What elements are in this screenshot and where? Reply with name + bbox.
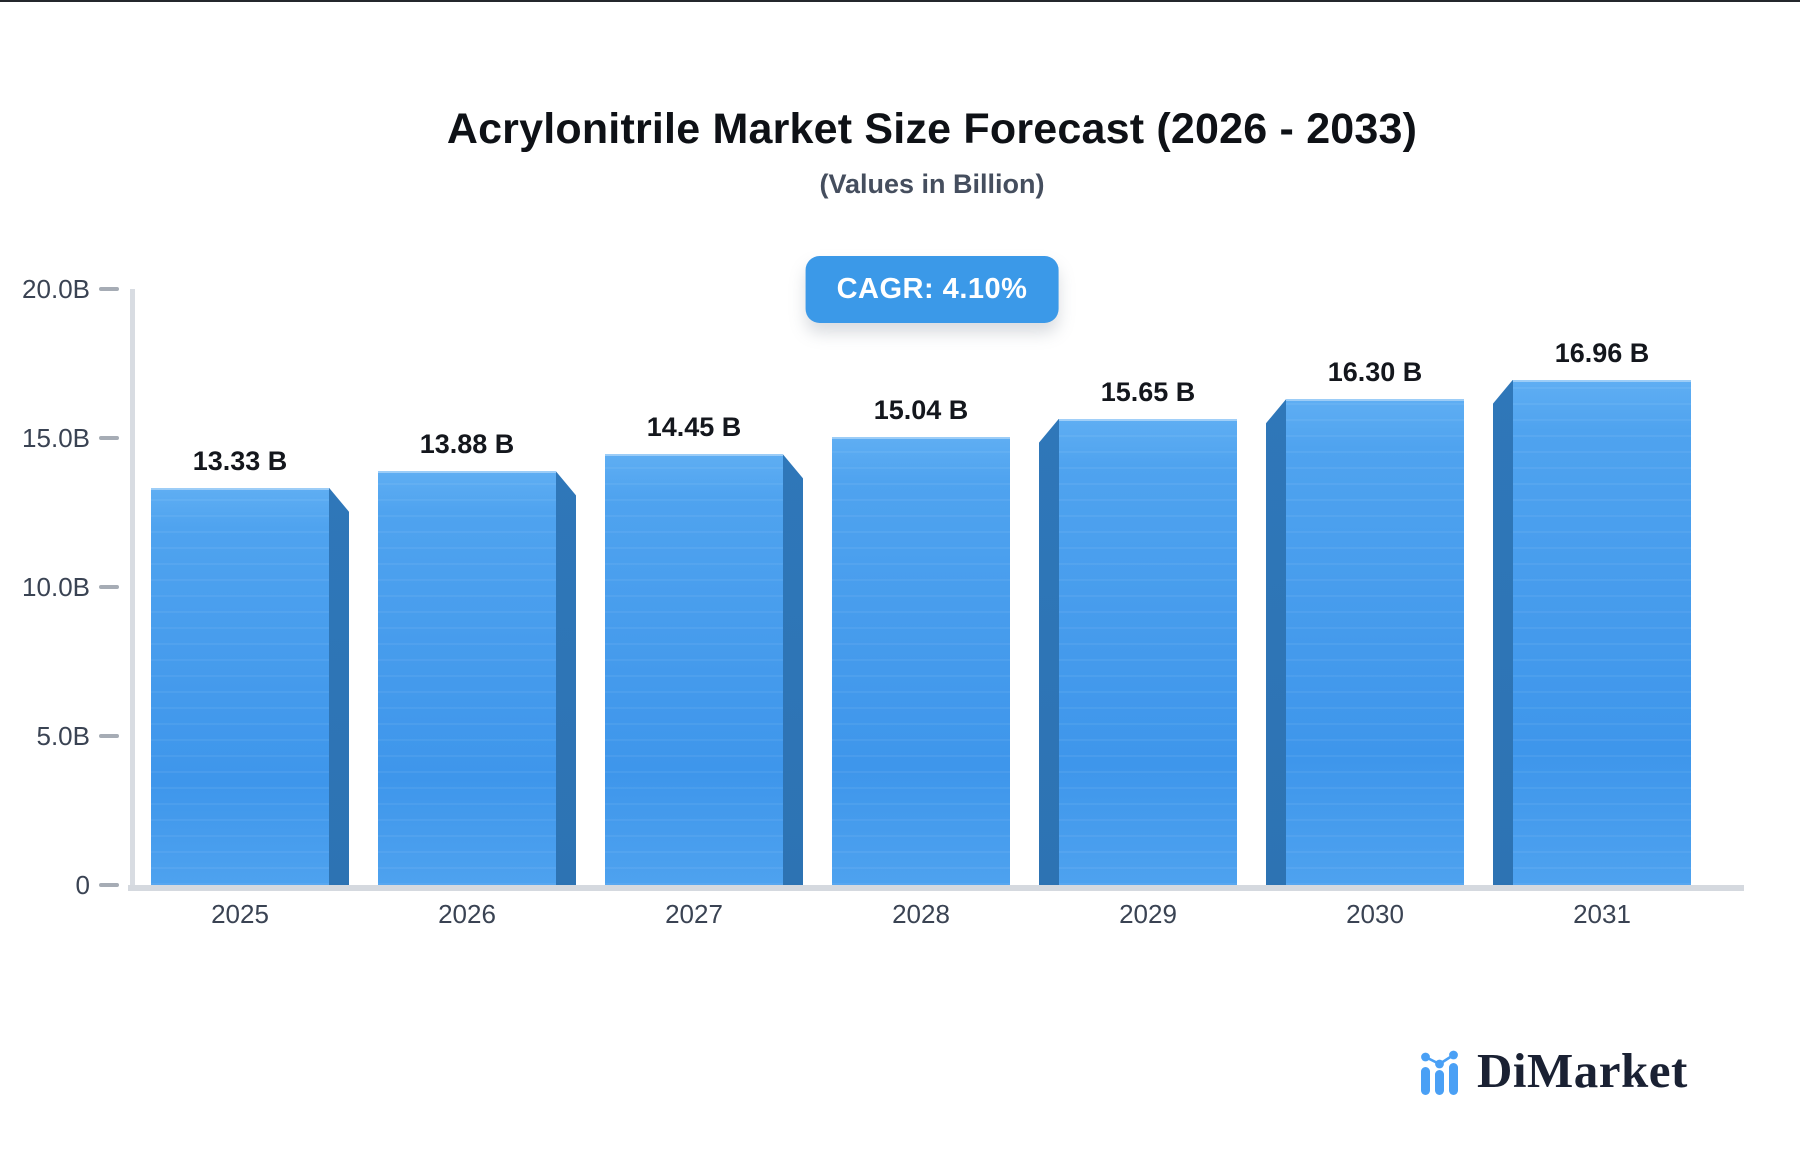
dimarket-logo-text: DiMarket (1477, 1043, 1688, 1098)
bar-side-face (783, 454, 803, 885)
y-tick-mark (99, 585, 119, 589)
chart-subtitle: (Values in Billion) (819, 169, 1045, 199)
x-axis-label: 2025 (211, 899, 269, 929)
bar-side-face (556, 471, 576, 885)
x-axis-line (128, 885, 1744, 891)
cagr-badge-label: CAGR: 4.10% (836, 273, 1028, 305)
y-tick-mark (99, 883, 119, 887)
y-tick-label: 20.0B (22, 274, 90, 304)
y-tick-label: 15.0B (22, 423, 90, 453)
cagr-badge: CAGR: 4.10% (805, 256, 1059, 323)
x-axis-label: 2028 (892, 899, 950, 929)
bar-side-face (329, 487, 349, 885)
bar-2031 (1513, 379, 1691, 885)
bar-value-label: 14.45 B (646, 412, 742, 443)
bar-2030 (1286, 399, 1464, 885)
bar-2029 (1059, 418, 1237, 885)
bar-side-face (1039, 418, 1059, 885)
bar-2025 (151, 487, 329, 885)
bar-side-face (1266, 399, 1286, 885)
y-tick-label: 0 (75, 870, 90, 900)
y-tick-label: 5.0B (36, 721, 91, 751)
y-tick-mark (99, 436, 119, 440)
x-axis-label: 2027 (665, 899, 723, 929)
chart-title: Acrylonitrile Market Size Forecast (2026… (446, 105, 1418, 153)
bar-line-chart-icon (1421, 1050, 1458, 1095)
bar-2028 (832, 436, 1010, 885)
bar-value-label: 15.04 B (873, 394, 969, 425)
bar-value-label: 13.33 B (192, 445, 288, 476)
bar-2027 (605, 454, 783, 885)
bar-value-label: 13.88 B (419, 429, 515, 460)
y-tick-label: 10.0B (22, 572, 90, 602)
bar-side-face (1493, 379, 1513, 885)
x-axis-label: 2026 (438, 899, 496, 929)
x-axis-label: 2030 (1346, 899, 1404, 929)
bar-2026 (378, 471, 556, 885)
bar-value-label: 15.65 B (1100, 376, 1196, 407)
dimarket-logo: DiMarket (1421, 1040, 1688, 1096)
top-edge-line (0, 0, 1800, 2)
y-axis-line (130, 289, 135, 885)
x-axis-label: 2029 (1119, 899, 1177, 929)
x-axis-label: 2031 (1573, 899, 1631, 929)
bar-value-label: 16.30 B (1327, 357, 1423, 388)
y-tick-mark (99, 287, 119, 291)
y-tick-mark (99, 734, 119, 738)
bar-value-label: 16.96 B (1554, 337, 1650, 368)
